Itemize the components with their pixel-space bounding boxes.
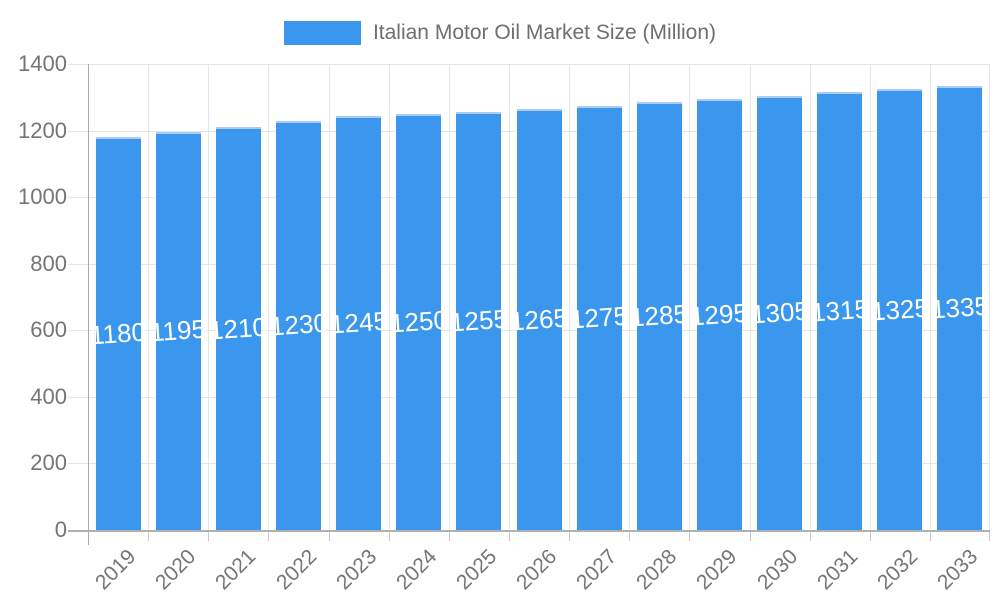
bar-2022[interactable] — [276, 120, 321, 530]
legend-swatch — [283, 21, 361, 45]
gridline-x — [629, 64, 631, 531]
bar-2025[interactable] — [456, 112, 502, 530]
x-axis-label-2032: 2032 — [872, 545, 923, 595]
bar-2020[interactable] — [155, 132, 201, 530]
x-axis-label-2029: 2029 — [692, 545, 742, 595]
axis-tick — [929, 532, 931, 541]
gridline-x — [749, 64, 751, 531]
legend-label: Italian Motor Oil Market Size (Million) — [372, 21, 717, 44]
plot-area: 0 200 400 600 800 1000 1200 1400 1180 2019 1195 202… — [18, 51, 990, 594]
x-axis-label-2030: 2030 — [752, 545, 802, 595]
axis-tick — [448, 532, 450, 541]
bar-2027[interactable] — [576, 105, 622, 530]
axis-tick — [569, 532, 571, 541]
gridline-x — [689, 64, 691, 531]
gridline-x — [148, 64, 150, 531]
gridline-x — [268, 64, 270, 531]
bar-2030[interactable] — [757, 95, 802, 530]
axis-tick — [869, 532, 871, 541]
axis-tick — [689, 532, 691, 541]
y-axis-label-1000: 1000 — [18, 184, 67, 210]
gridline-x — [929, 64, 931, 531]
bar-2033[interactable] — [937, 85, 983, 530]
chart-legend: Italian Motor Oil Market Size (Million) — [0, 21, 1000, 45]
axis-tick — [508, 532, 510, 541]
x-axis-label-2026: 2026 — [511, 545, 562, 595]
x-axis-label-2019: 2019 — [91, 545, 141, 595]
bar-2019[interactable] — [95, 137, 141, 530]
y-axis-label-600: 600 — [30, 317, 67, 343]
y-axis-label-400: 400 — [30, 383, 67, 409]
gridline-x — [448, 64, 450, 531]
bar-2031[interactable] — [817, 92, 863, 530]
x-axis-label-2027: 2027 — [572, 545, 622, 595]
x-axis-label-2025: 2025 — [451, 545, 502, 595]
bar-2032[interactable] — [877, 89, 923, 530]
bar-2026[interactable] — [516, 108, 562, 530]
x-axis-label-2033: 2033 — [932, 545, 983, 595]
x-axis-label-2024: 2024 — [391, 545, 441, 595]
x-axis-label-2023: 2023 — [331, 545, 381, 595]
x-axis-label-2028: 2028 — [632, 545, 682, 595]
axis-tick — [749, 532, 751, 541]
axis-tick — [809, 532, 811, 541]
x-axis-label-2031: 2031 — [812, 545, 862, 595]
x-axis-line — [68, 530, 990, 532]
axis-tick — [208, 532, 210, 541]
bar-2028[interactable] — [636, 102, 682, 530]
gridline-x — [869, 64, 871, 531]
x-axis-label-2020: 2020 — [151, 545, 201, 595]
gridline-x — [208, 64, 210, 531]
y-axis-label-800: 800 — [30, 250, 67, 276]
y-axis-label-0: 0 — [54, 517, 67, 542]
gridline-x — [388, 64, 390, 531]
gridline-y-1400 — [68, 64, 990, 65]
axis-tick — [148, 532, 150, 541]
axis-tick — [629, 532, 631, 541]
y-axis-label-200: 200 — [30, 450, 67, 476]
bar-2023[interactable] — [336, 115, 382, 530]
gridline-x — [508, 64, 510, 531]
axis-tick — [989, 532, 990, 541]
bar-2024[interactable] — [396, 113, 442, 530]
y-axis-label-1200: 1200 — [18, 117, 67, 143]
axis-tick — [328, 532, 330, 541]
gridline-x — [809, 64, 811, 531]
y-axis-label-1400: 1400 — [18, 51, 67, 76]
gridline-x — [989, 64, 990, 531]
gridline-x — [328, 64, 330, 531]
gridline-x — [569, 64, 571, 531]
x-axis-label-2021: 2021 — [211, 545, 261, 595]
y-axis-line — [88, 64, 89, 545]
axis-tick — [268, 532, 270, 541]
bar-2021[interactable] — [215, 127, 261, 530]
bar-2029[interactable] — [696, 98, 742, 530]
axis-tick — [388, 532, 390, 541]
x-axis-label-2022: 2022 — [271, 545, 321, 595]
